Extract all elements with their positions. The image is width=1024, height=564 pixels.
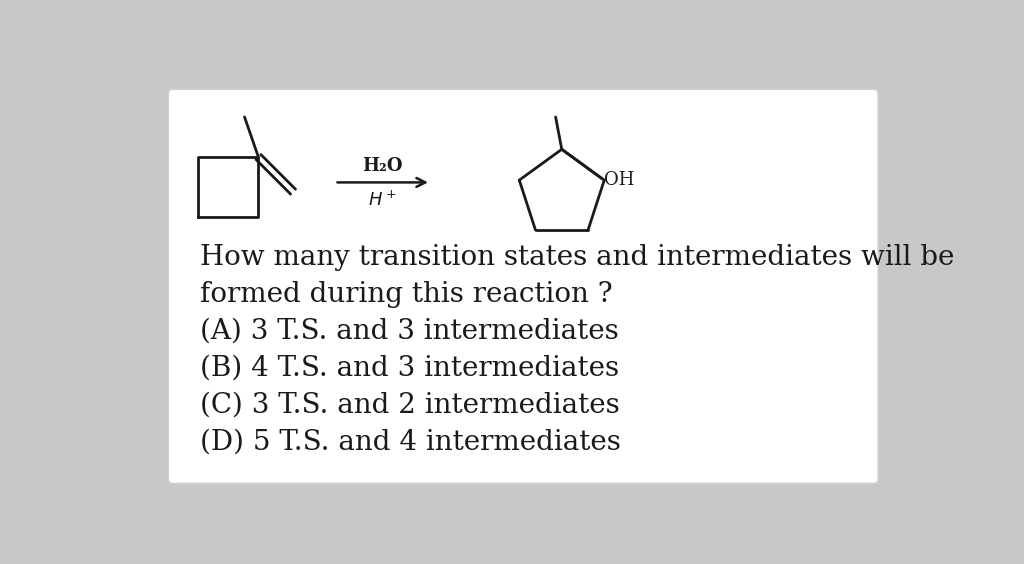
Text: H₂O: H₂O — [362, 157, 403, 175]
Text: (D) 5 T.S. and 4 intermediates: (D) 5 T.S. and 4 intermediates — [200, 429, 621, 456]
Text: (C) 3 T.S. and 2 intermediates: (C) 3 T.S. and 2 intermediates — [200, 392, 620, 419]
Text: (A) 3 T.S. and 3 intermediates: (A) 3 T.S. and 3 intermediates — [200, 318, 618, 345]
Text: (B) 4 T.S. and 3 intermediates: (B) 4 T.S. and 3 intermediates — [200, 355, 618, 382]
Text: formed during this reaction ?: formed during this reaction ? — [200, 281, 612, 308]
Text: How many transition states and intermediates will be: How many transition states and intermedi… — [200, 244, 954, 271]
Text: OH: OH — [604, 171, 635, 189]
Text: $H^+$: $H^+$ — [369, 190, 397, 209]
FancyBboxPatch shape — [168, 89, 879, 483]
